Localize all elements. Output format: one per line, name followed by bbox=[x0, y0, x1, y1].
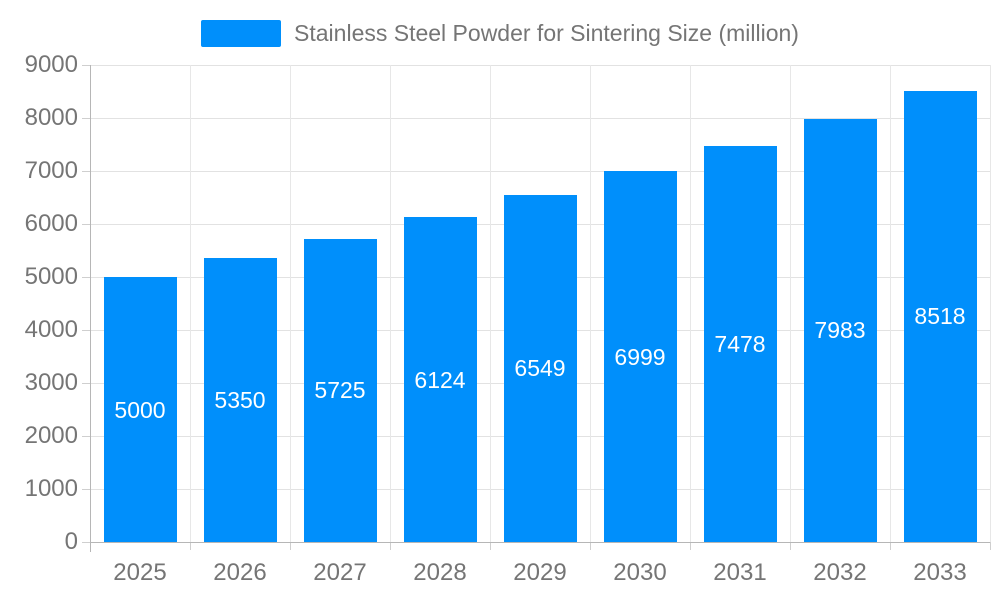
bar-value-label: 8518 bbox=[914, 303, 966, 330]
x-tick bbox=[890, 542, 891, 550]
y-axis-label: 9000 bbox=[24, 51, 78, 78]
x-tick bbox=[790, 542, 791, 550]
x-axis-label: 2027 bbox=[313, 559, 367, 586]
legend-label[interactable]: Stainless Steel Powder for Sintering Siz… bbox=[294, 19, 799, 46]
y-tick bbox=[82, 436, 90, 437]
gridline-v bbox=[190, 65, 191, 542]
gridline-v bbox=[290, 65, 291, 542]
y-tick bbox=[82, 171, 90, 172]
y-axis-label: 7000 bbox=[24, 157, 78, 184]
legend: Stainless Steel Powder for Sintering Siz… bbox=[0, 17, 1000, 49]
legend-swatch[interactable] bbox=[201, 19, 282, 47]
bar-2032[interactable]: 7983 bbox=[803, 118, 877, 542]
bar-2031[interactable]: 7478 bbox=[703, 145, 777, 542]
x-axis-label: 2030 bbox=[613, 559, 667, 586]
bar-value-label: 7478 bbox=[714, 330, 766, 357]
bar-2033[interactable]: 8518 bbox=[903, 90, 977, 542]
bar-value-label: 6549 bbox=[514, 355, 566, 382]
gridline-h bbox=[90, 118, 990, 119]
gridline-v bbox=[590, 65, 591, 542]
gridline-v bbox=[890, 65, 891, 542]
x-tick bbox=[990, 542, 991, 550]
y-tick bbox=[82, 118, 90, 119]
gridline-v bbox=[690, 65, 691, 542]
y-tick bbox=[82, 65, 90, 66]
gridline-v bbox=[990, 65, 991, 542]
gridline-h bbox=[90, 171, 990, 172]
x-axis-line bbox=[90, 542, 990, 543]
y-tick bbox=[82, 542, 90, 543]
y-axis-label: 8000 bbox=[24, 104, 78, 131]
x-tick bbox=[390, 542, 391, 550]
x-axis-label: 2026 bbox=[213, 559, 267, 586]
x-axis-label: 2031 bbox=[713, 559, 767, 586]
bar-2025[interactable]: 5000 bbox=[103, 277, 177, 542]
gridline-v bbox=[790, 65, 791, 542]
x-tick bbox=[190, 542, 191, 550]
x-axis-label: 2032 bbox=[813, 559, 867, 586]
bar-value-label: 5000 bbox=[114, 396, 166, 423]
x-axis-label: 2029 bbox=[513, 559, 567, 586]
gridline-v bbox=[490, 65, 491, 542]
y-axis-label: 2000 bbox=[24, 422, 78, 449]
y-axis-label: 4000 bbox=[24, 316, 78, 343]
bar-value-label: 5725 bbox=[314, 377, 366, 404]
x-tick bbox=[590, 542, 591, 550]
y-axis-label: 6000 bbox=[24, 210, 78, 237]
y-axis-line bbox=[90, 65, 91, 552]
bar-value-label: 7983 bbox=[814, 317, 866, 344]
x-axis-label: 2033 bbox=[913, 559, 967, 586]
bar-2026[interactable]: 5350 bbox=[203, 258, 277, 542]
bar-2030[interactable]: 6999 bbox=[603, 171, 677, 542]
bar-2028[interactable]: 6124 bbox=[403, 217, 477, 542]
y-tick bbox=[82, 489, 90, 490]
y-tick bbox=[82, 224, 90, 225]
bar-value-label: 6999 bbox=[614, 343, 666, 370]
y-axis-label: 3000 bbox=[24, 369, 78, 396]
gridline-h bbox=[90, 65, 990, 66]
y-axis-label: 0 bbox=[64, 528, 78, 555]
y-axis-label: 1000 bbox=[24, 475, 78, 502]
y-tick bbox=[82, 330, 90, 331]
y-axis-label: 5000 bbox=[24, 263, 78, 290]
bar-2027[interactable]: 5725 bbox=[303, 238, 377, 542]
x-tick bbox=[690, 542, 691, 550]
x-tick bbox=[490, 542, 491, 550]
x-axis-label: 2025 bbox=[113, 559, 167, 586]
y-tick bbox=[82, 383, 90, 384]
bar-value-label: 5350 bbox=[214, 387, 266, 414]
bar-value-label: 6124 bbox=[414, 366, 466, 393]
y-tick bbox=[82, 277, 90, 278]
x-tick bbox=[290, 542, 291, 550]
x-axis-label: 2028 bbox=[413, 559, 467, 586]
gridline-v bbox=[390, 65, 391, 542]
bar-2029[interactable]: 6549 bbox=[503, 194, 577, 542]
